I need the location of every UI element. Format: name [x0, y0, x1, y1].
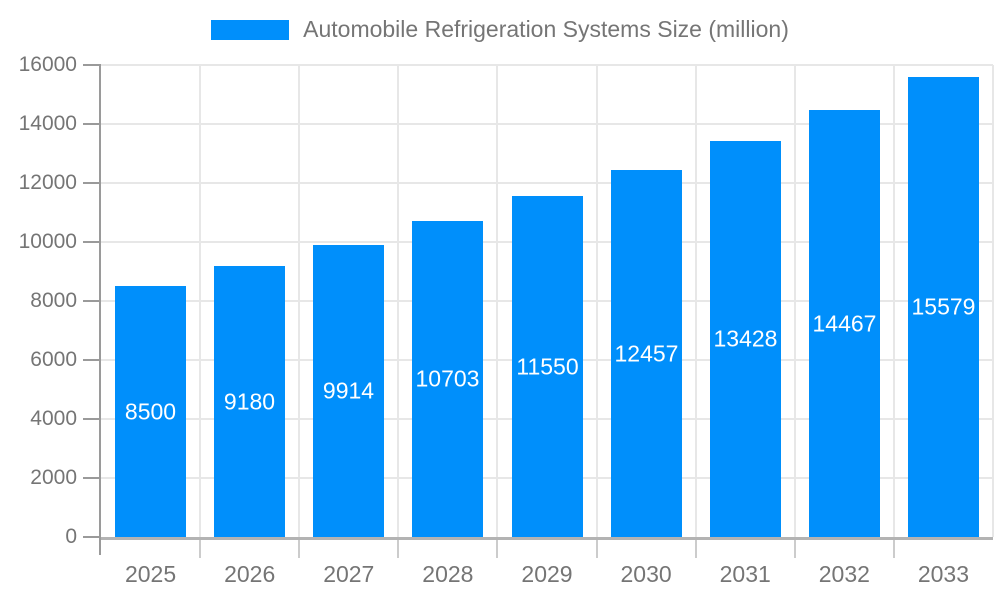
- y-axis-label: 8000: [30, 289, 77, 312]
- bar[interactable]: 9914: [313, 245, 384, 537]
- bar-value-label: 9914: [322, 377, 375, 404]
- bar[interactable]: 9180: [214, 266, 285, 537]
- y-axis-tick: [83, 477, 101, 479]
- y-axis-label: 2000: [30, 466, 77, 489]
- v-gridline: [892, 65, 895, 537]
- legend[interactable]: Automobile Refrigeration Systems Size (m…: [0, 16, 1000, 43]
- y-axis-label: 6000: [30, 348, 77, 371]
- y-axis-label: 12000: [18, 171, 77, 194]
- y-axis-label: 14000: [18, 112, 77, 135]
- y-axis-tick: [83, 300, 101, 302]
- bar-value-label: 11550: [516, 353, 579, 379]
- bar[interactable]: 15579: [908, 77, 979, 537]
- legend-swatch-icon: [211, 19, 290, 40]
- v-gridline: [992, 65, 994, 537]
- h-gridline: [101, 182, 993, 184]
- y-axis-label: 0: [65, 525, 77, 548]
- bar-value-label: 15579: [911, 293, 976, 320]
- y-axis-tick: [83, 123, 101, 125]
- x-axis-label: 2028: [422, 561, 474, 587]
- y-axis-label: 10000: [18, 230, 77, 253]
- y-axis-tick: [83, 359, 101, 361]
- y-axis-tick: [83, 536, 101, 538]
- x-axis-label: 2031: [719, 561, 771, 587]
- bar-value-label: 8500: [124, 398, 177, 424]
- bar[interactable]: 14467: [809, 110, 880, 537]
- y-axis-tick: [83, 64, 101, 66]
- v-gridline: [199, 65, 202, 537]
- x-axis-tick: [595, 540, 598, 558]
- bar[interactable]: 12457: [611, 170, 682, 537]
- x-axis-tick: [892, 540, 895, 558]
- bar-value-label: 10703: [415, 365, 480, 392]
- v-gridline: [793, 65, 796, 537]
- v-gridline: [496, 65, 499, 537]
- x-axis-label: 2029: [521, 561, 573, 587]
- bar[interactable]: 10703: [412, 221, 483, 537]
- x-axis-tick: [496, 540, 499, 558]
- bar-value-label: 14467: [812, 310, 877, 336]
- x-axis-tick: [694, 540, 697, 558]
- y-axis-tick: [83, 241, 101, 243]
- v-gridline: [397, 65, 400, 537]
- bar[interactable]: 8500: [115, 286, 186, 537]
- x-axis-tick: [298, 540, 301, 558]
- y-axis-label: 16000: [18, 53, 77, 76]
- y-axis-tick: [83, 182, 101, 184]
- bar[interactable]: 11550: [512, 196, 583, 537]
- bar[interactable]: 13428: [710, 141, 781, 537]
- legend-label: Automobile Refrigeration Systems Size (m…: [303, 16, 789, 42]
- x-axis-label: 2030: [620, 561, 672, 587]
- x-axis-tick: [199, 540, 202, 558]
- v-gridline: [298, 65, 301, 537]
- x-axis-label: 2032: [818, 561, 870, 587]
- bar-value-label: 12457: [614, 340, 679, 366]
- x-axis-tick: [397, 540, 400, 558]
- y-axis-tick: [83, 418, 101, 420]
- x-axis-label: 2026: [224, 561, 276, 587]
- x-axis-tick: [793, 540, 796, 558]
- bar-value-label: 13428: [713, 325, 778, 352]
- v-gridline: [595, 65, 598, 537]
- v-gridline: [694, 65, 697, 537]
- x-axis-label: 2033: [917, 561, 970, 587]
- y-axis-label: 4000: [30, 407, 77, 430]
- bar-value-label: 9180: [223, 388, 276, 414]
- y-axis-line: [99, 65, 101, 555]
- x-axis-line: [101, 537, 993, 540]
- h-gridline: [101, 64, 993, 66]
- x-axis-label: 2027: [323, 561, 375, 587]
- plot-area: 8500 9180 9914 10703 11550 12457 13428 14467 155…: [101, 64, 994, 537]
- x-axis-label: 2025: [124, 561, 177, 587]
- h-gridline: [101, 123, 993, 125]
